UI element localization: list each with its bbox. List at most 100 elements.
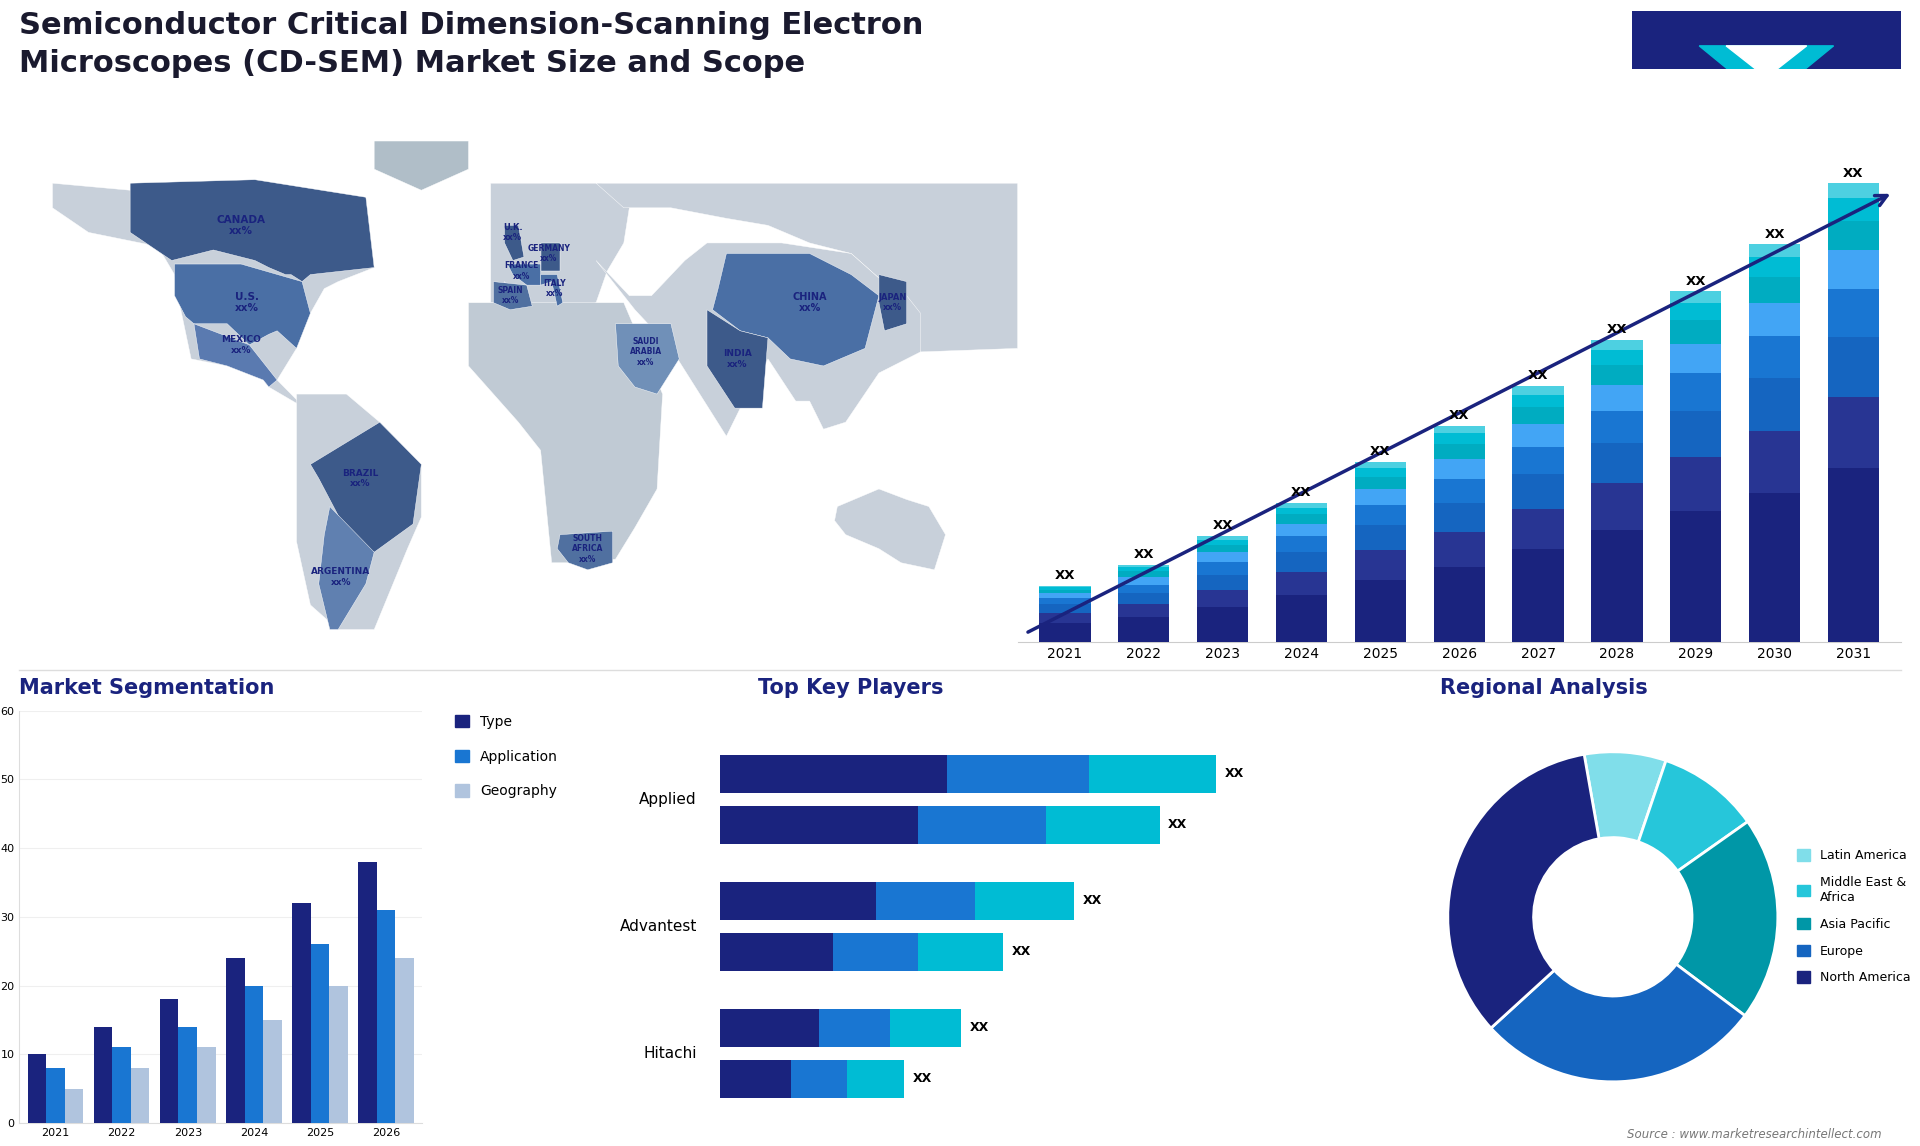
Bar <box>1196 544 1248 552</box>
Bar <box>1513 447 1563 474</box>
Bar <box>1277 503 1327 508</box>
Bar <box>1670 456 1722 511</box>
Bar <box>1513 407 1563 424</box>
Text: XX: XX <box>1764 228 1786 241</box>
Bar <box>975 882 1075 920</box>
Polygon shape <box>311 422 420 552</box>
Bar <box>131 1068 150 1123</box>
Bar <box>876 882 975 920</box>
Bar <box>113 1047 131 1123</box>
Text: XX: XX <box>1528 369 1548 382</box>
Text: XX: XX <box>970 1021 989 1035</box>
Bar <box>1434 445 1484 460</box>
Bar <box>65 1089 83 1123</box>
Bar <box>1513 509 1563 549</box>
Bar <box>1670 303 1722 320</box>
Text: XX: XX <box>1292 486 1311 499</box>
Bar <box>1117 578 1169 584</box>
Bar <box>1513 424 1563 447</box>
Text: U.S.
xx%: U.S. xx% <box>234 292 259 314</box>
Bar <box>889 1008 960 1047</box>
Bar <box>1039 613 1091 623</box>
Bar <box>1513 394 1563 407</box>
Bar <box>1670 410 1722 456</box>
Bar <box>1828 198 1880 221</box>
Bar <box>1828 337 1880 397</box>
Text: CHINA
xx%: CHINA xx% <box>793 292 828 314</box>
Polygon shape <box>541 243 561 272</box>
Wedge shape <box>1676 822 1778 1015</box>
Bar <box>1749 493 1801 642</box>
Polygon shape <box>879 275 906 331</box>
Text: U.K.
xx%: U.K. xx% <box>503 222 522 242</box>
Text: XX: XX <box>1843 166 1864 180</box>
Bar <box>1592 340 1642 350</box>
Bar <box>1434 533 1484 567</box>
Text: XX: XX <box>1133 548 1154 562</box>
Bar <box>1117 567 1169 571</box>
Bar <box>46 1068 65 1123</box>
Text: Applied: Applied <box>639 792 697 807</box>
Text: XX: XX <box>1686 275 1707 288</box>
Polygon shape <box>505 226 524 260</box>
Polygon shape <box>541 275 563 306</box>
Bar <box>1670 320 1722 344</box>
Bar <box>1356 462 1405 468</box>
Text: Market Segmentation: Market Segmentation <box>19 677 275 698</box>
Bar <box>1434 425 1484 433</box>
Text: XX: XX <box>1450 409 1469 422</box>
Bar <box>263 1020 282 1123</box>
Polygon shape <box>557 531 612 570</box>
Bar <box>1434 433 1484 445</box>
Bar <box>720 882 876 920</box>
Bar <box>1592 444 1642 482</box>
Wedge shape <box>1448 754 1599 1028</box>
Bar <box>179 1027 198 1123</box>
Bar <box>198 1047 215 1123</box>
Polygon shape <box>131 180 374 282</box>
Wedge shape <box>1492 964 1745 1082</box>
Bar <box>1356 477 1405 489</box>
Bar <box>1089 755 1215 793</box>
Text: Semiconductor Critical Dimension-Scanning Electron
Microscopes (CD-SEM) Market S: Semiconductor Critical Dimension-Scannin… <box>19 11 924 78</box>
Text: INDIA
xx%: INDIA xx% <box>724 350 753 369</box>
Text: XX: XX <box>1607 323 1626 336</box>
Bar <box>1828 221 1880 251</box>
Bar <box>1749 336 1801 378</box>
Text: MEXICO
xx%: MEXICO xx% <box>221 335 261 354</box>
Bar <box>1117 604 1169 617</box>
Bar <box>1356 525 1405 550</box>
Bar <box>720 755 947 793</box>
Bar <box>1277 595 1327 642</box>
Polygon shape <box>1726 46 1807 78</box>
Bar <box>1670 511 1722 642</box>
Bar <box>292 903 311 1123</box>
Polygon shape <box>1699 46 1834 101</box>
Bar <box>1670 291 1722 303</box>
Bar <box>1828 468 1880 642</box>
Bar <box>1277 552 1327 572</box>
Bar <box>847 1060 904 1098</box>
Text: SAUDI
ARABIA
xx%: SAUDI ARABIA xx% <box>630 337 662 367</box>
Bar <box>1749 257 1801 276</box>
Bar <box>1434 460 1484 479</box>
Bar <box>1434 479 1484 503</box>
Polygon shape <box>493 282 532 309</box>
Bar <box>27 1054 46 1123</box>
Bar <box>1592 482 1642 529</box>
Polygon shape <box>507 264 541 285</box>
Bar <box>791 1060 847 1098</box>
Bar <box>918 933 1004 971</box>
Bar <box>1277 524 1327 536</box>
Bar <box>918 806 1046 843</box>
Bar <box>311 944 328 1123</box>
Polygon shape <box>374 141 468 190</box>
Text: BRAZIL
xx%: BRAZIL xx% <box>342 469 378 488</box>
Bar <box>720 806 918 843</box>
Bar <box>376 910 396 1123</box>
Text: CANADA
xx%: CANADA xx% <box>217 214 265 236</box>
Bar <box>1196 536 1248 540</box>
Bar <box>820 1008 889 1047</box>
Bar <box>1039 623 1091 642</box>
Bar <box>1039 586 1091 587</box>
